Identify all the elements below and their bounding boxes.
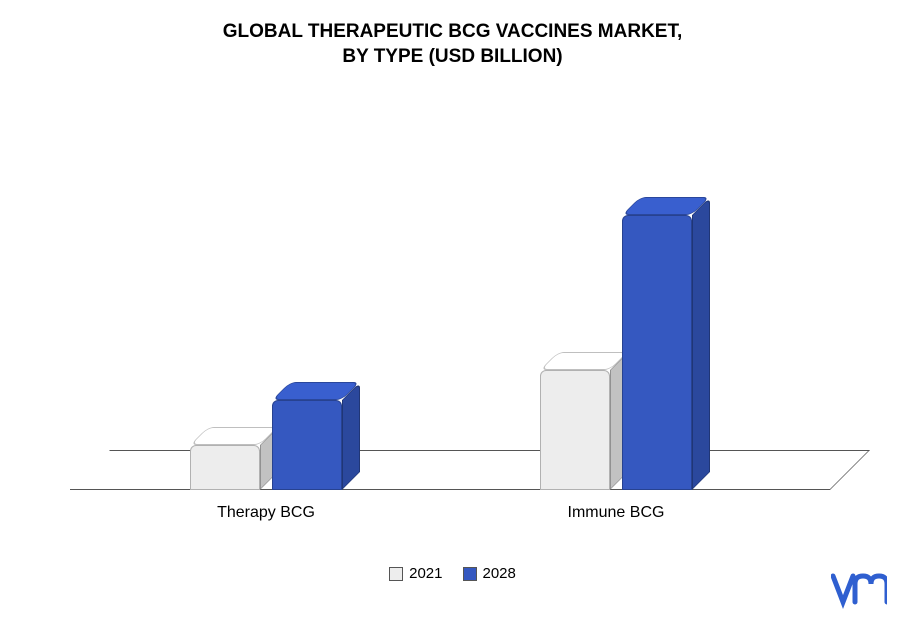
- brand-logo: [831, 572, 887, 621]
- legend-label: 2028: [483, 565, 516, 582]
- legend: 2021 2028: [0, 565, 905, 585]
- bar: [540, 370, 610, 490]
- chart-title: GLOBAL THERAPEUTIC BCG VACCINES MARKET, …: [0, 0, 905, 69]
- category-label: Therapy BCG: [160, 504, 372, 522]
- bar: [190, 445, 260, 490]
- bar: [272, 400, 342, 490]
- bar: [622, 215, 692, 490]
- category-label: Immune BCG: [510, 504, 722, 522]
- legend-swatch: [463, 567, 477, 581]
- chart-area: [70, 130, 830, 490]
- x-axis: [70, 489, 830, 490]
- legend-item: 2021: [389, 565, 442, 582]
- legend-label: 2021: [409, 565, 442, 582]
- title-line2: BY TYPE (USD BILLION): [0, 45, 905, 70]
- legend-swatch: [389, 567, 403, 581]
- chart-floor: [70, 450, 830, 490]
- title-line1: GLOBAL THERAPEUTIC BCG VACCINES MARKET,: [0, 20, 905, 45]
- legend-item: 2028: [463, 565, 516, 582]
